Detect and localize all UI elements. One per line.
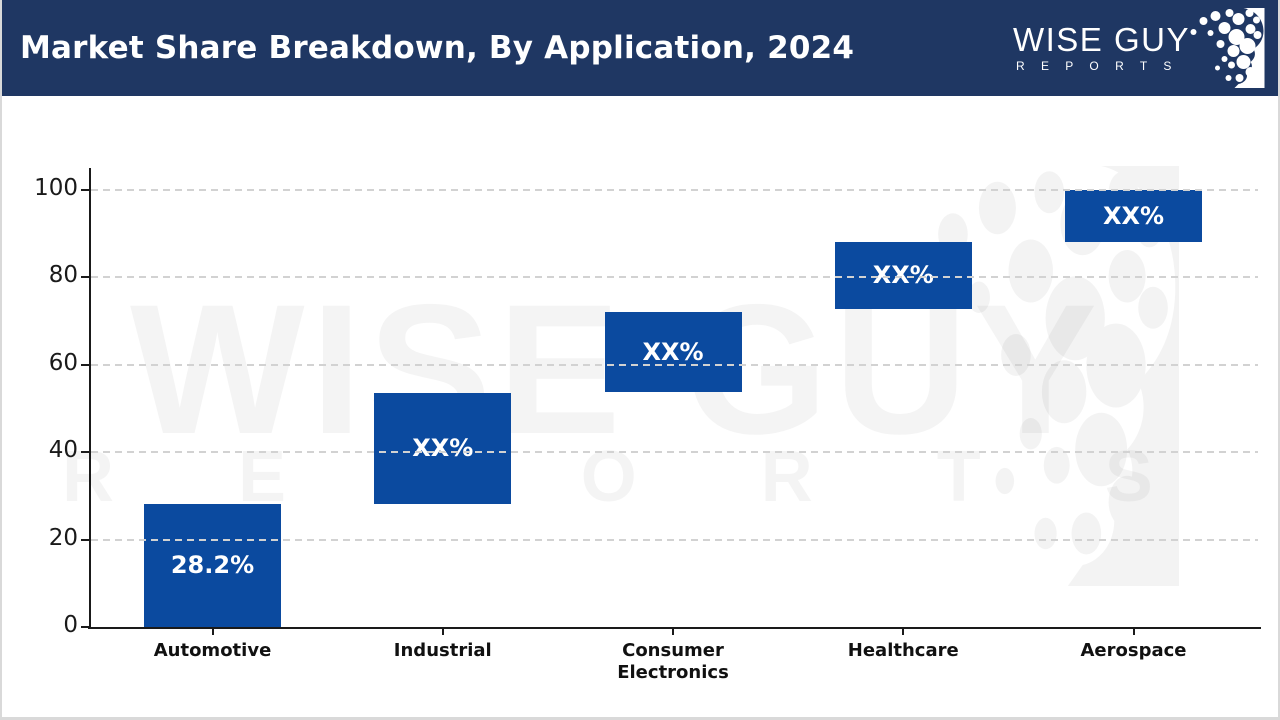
logo-name: WISE GUY [1012,21,1190,58]
bar-value-label: XX% [412,434,474,463]
x-axis-category-label: Automotive [153,640,272,661]
x-axis-tick-mark [672,627,674,635]
gridline-80 [91,276,1258,278]
gridline-60 [91,363,1258,366]
wise-guy-reports-logo: WISE GUY R E P O R T S [1013,8,1268,88]
logo-subtitle: R E P O R T S [1015,59,1178,73]
bar-value-label: XX% [1102,201,1165,230]
y-axis-tick-label: 100 [34,174,78,201]
x-axis-category-label: Consumer Electronics [617,640,729,683]
bar-healthcare: XX% [834,241,972,310]
bar-value-label: XX% [642,337,704,366]
bar-industrial: XX% [374,392,512,504]
x-axis-tick-mark [902,627,905,635]
gridline-100 [91,188,1258,191]
dotted-head-profile-icon [1190,8,1265,88]
y-axis-tick-label: 80 [48,262,78,288]
y-axis-tick-mark [81,538,89,541]
bar-consumer-electronics: XX% [604,311,742,392]
x-axis-tick-mark [211,627,214,635]
logo-wordmark: WISE GUY R E P O R T S [1013,23,1190,73]
x-axis-tick-mark [1132,627,1135,635]
x-axis-line [88,627,1261,629]
y-axis-tick-label: 40 [48,437,78,463]
header-bar: Market Share Breakdown, By Application, … [2,0,1278,96]
x-axis-category-label: Industrial [393,640,492,661]
bar-automotive: 28.2% [144,503,281,627]
y-axis-tick-label: 60 [48,349,78,376]
x-axis-category-label: Healthcare [847,640,959,661]
y-axis-tick-mark [81,363,89,366]
y-axis-line [89,168,91,629]
y-axis-tick-mark [81,276,89,278]
bar-value-label: 28.2% [170,551,255,580]
bar-value-label: XX% [872,261,934,290]
page-title: Market Share Breakdown, By Application, … [20,30,855,66]
y-axis-tick-label: 20 [48,524,78,551]
bar-aerospace: XX% [1065,189,1202,242]
x-axis-category-label: Aerospace [1080,640,1187,661]
y-axis-tick-mark [81,188,89,191]
y-axis-tick-label: 0 [63,612,78,638]
gridline-40 [91,451,1258,453]
x-axis-tick-mark [441,627,444,635]
y-axis-tick-mark [81,451,89,453]
gridline-20 [91,538,1258,541]
y-axis-tick-mark [81,626,89,628]
